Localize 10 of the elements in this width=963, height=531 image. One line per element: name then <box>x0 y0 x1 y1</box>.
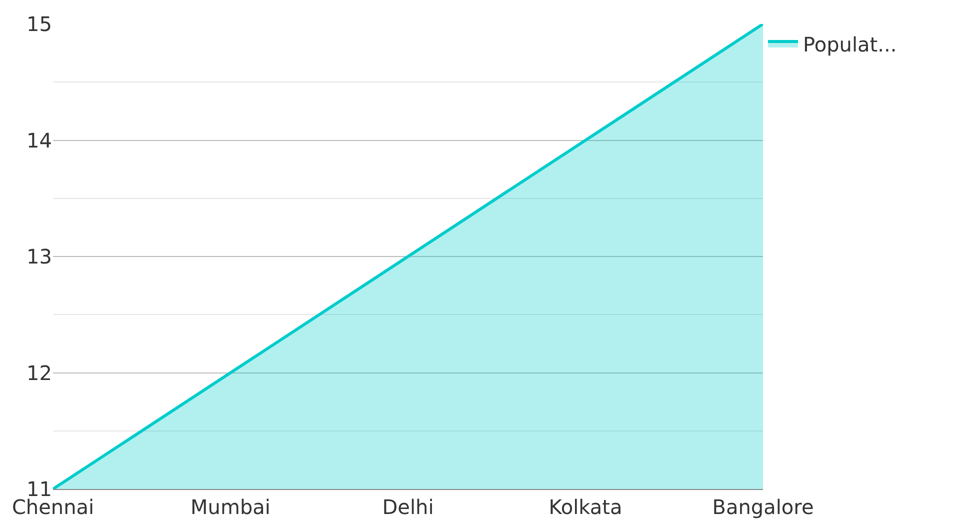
y-tick-label: 15 <box>26 12 52 36</box>
y-tick-label: 13 <box>26 244 52 268</box>
x-tick-label: Mumbai <box>190 495 270 519</box>
x-tick-label: Bangalore <box>712 495 814 519</box>
x-tick-label: Chennai <box>12 495 94 519</box>
y-tick-label: 14 <box>26 128 52 152</box>
legend-label: Populat... <box>803 32 897 56</box>
x-tick-label: Delhi <box>382 495 434 519</box>
x-tick-label: Kolkata <box>548 495 622 519</box>
y-tick-label: 12 <box>26 360 52 385</box>
